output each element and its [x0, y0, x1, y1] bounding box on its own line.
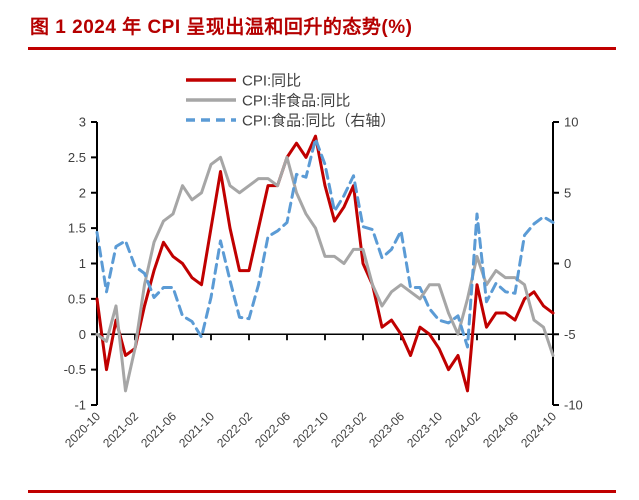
x-axis-tick-label: 2024-06	[480, 409, 521, 450]
y-axis-tick-label: 0.5	[68, 291, 86, 306]
y-axis-tick-label: 0	[79, 327, 86, 342]
x-axis-tick-label-group: 2024-10	[518, 409, 559, 450]
series-line-1	[95, 155, 555, 393]
x-axis-tick-label: 2022-02	[214, 409, 255, 450]
y-axis-tick-label: 2	[79, 185, 86, 200]
x-axis-tick-label: 2022-10	[290, 409, 331, 450]
title-divider-top	[28, 47, 616, 50]
y-axis-right-tick-label: 5	[564, 185, 571, 200]
x-axis-tick-label-group: 2021-10	[176, 409, 217, 450]
x-axis-tick-label: 2020-10	[62, 409, 103, 450]
y-axis-tick-label: -1	[74, 398, 86, 413]
x-axis-tick-label: 2021-02	[100, 409, 141, 450]
series-line-2	[95, 137, 555, 349]
x-axis-tick-label-group: 2020-10	[62, 409, 103, 450]
x-axis-tick-label: 2023-10	[404, 409, 445, 450]
x-axis-tick-label-group: 2021-06	[138, 409, 179, 450]
figure-divider-bottom	[28, 490, 616, 493]
legend-label-0: CPI:同比	[242, 73, 301, 90]
x-axis-tick-label-group: 2024-02	[442, 409, 483, 450]
x-axis-tick-label: 2021-10	[176, 409, 217, 450]
y-axis-right-tick-label: 0	[564, 256, 571, 271]
x-axis-tick-label-group: 2021-02	[100, 409, 141, 450]
series-line-0	[95, 134, 555, 393]
x-axis-tick-label-group: 2022-02	[214, 409, 255, 450]
x-axis-tick-label: 2021-06	[138, 409, 179, 450]
y-axis-tick-label: 2.5	[68, 150, 86, 165]
x-axis-tick-label: 2024-02	[442, 409, 483, 450]
legend-label-1: CPI:非食品:同比	[242, 93, 350, 110]
x-axis-tick-label-group: 2022-06	[252, 409, 293, 450]
x-axis-tick-label-group: 2023-10	[404, 409, 445, 450]
y-axis-tick-label: -0.5	[64, 362, 86, 377]
y-axis-tick-label: 1	[79, 256, 86, 271]
y-axis-tick-label: 3	[79, 115, 86, 130]
y-axis-right-tick-label: 10	[564, 115, 578, 130]
page-title: 图 1 2024 年 CPI 呈现出温和回升的态势(%)	[30, 17, 413, 38]
legend-label-2: CPI:食品:同比（右轴）	[242, 113, 395, 130]
y-axis-tick-label: 1.5	[68, 221, 86, 236]
x-axis-tick-label-group: 2023-06	[366, 409, 407, 450]
x-axis-tick-label: 2022-06	[252, 409, 293, 450]
x-axis-tick-label: 2023-06	[366, 409, 407, 450]
x-axis-tick-label: 2024-10	[518, 409, 559, 450]
x-axis-tick-label-group: 2022-10	[290, 409, 331, 450]
y-axis-right-tick-label: -10	[564, 398, 583, 413]
x-axis-tick-label: 2023-02	[328, 409, 369, 450]
y-axis-right-tick-label: -5	[564, 327, 576, 342]
x-axis-tick-label-group: 2024-06	[480, 409, 521, 450]
x-axis-tick-label-group: 2023-02	[328, 409, 369, 450]
